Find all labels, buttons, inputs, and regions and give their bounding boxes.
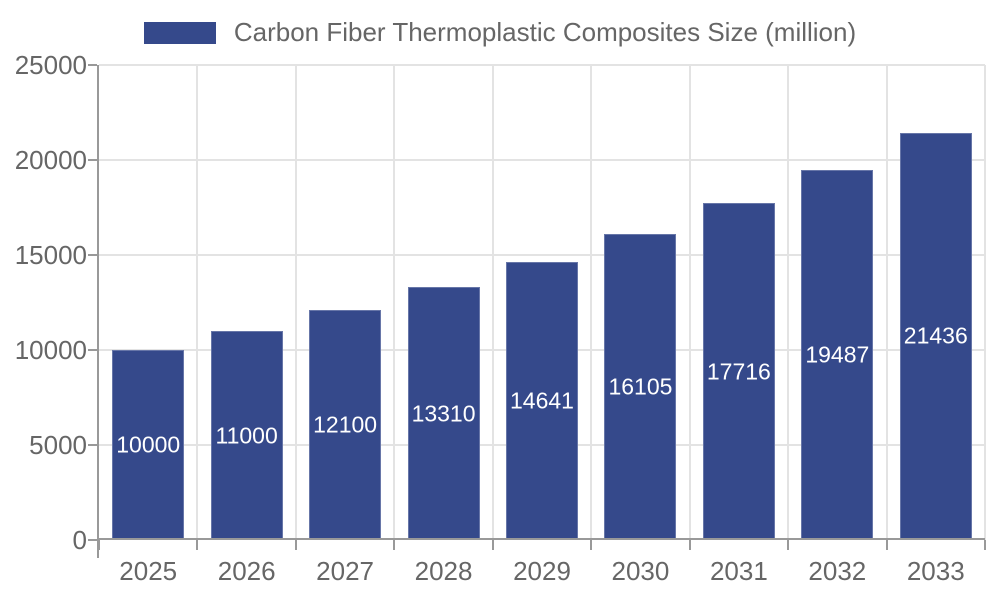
bar: 17716 [702, 203, 775, 540]
x-axis-tick-label: 2027 [316, 556, 375, 586]
x-axis-tick-label: 2025 [119, 556, 178, 586]
y-axis-tick-label: 10000 [14, 335, 87, 365]
y-axis-line [97, 65, 99, 558]
x-axis-tick-label: 2032 [808, 556, 867, 586]
x-axis-tick-label: 2031 [709, 556, 768, 586]
bar: 10000 [112, 350, 185, 540]
y-axis-tick [88, 539, 97, 541]
bar: 16105 [604, 234, 677, 540]
y-axis-tick [88, 444, 97, 446]
bar-value-label: 14641 [510, 387, 574, 414]
y-axis-tick-label: 20000 [14, 145, 87, 175]
y-axis-tick-label: 15000 [14, 240, 87, 270]
bar: 13310 [407, 287, 480, 540]
legend-label[interactable]: Carbon Fiber Thermoplastic Composites Si… [233, 17, 857, 47]
gridline-horizontal [99, 64, 985, 66]
y-axis-tick-label: 5000 [29, 430, 87, 460]
bar-value-label: 12100 [313, 411, 378, 438]
gridline-vertical [688, 65, 691, 540]
bar-value-label: 13310 [411, 400, 476, 427]
y-axis-tick [88, 254, 97, 256]
x-axis-tick [98, 540, 100, 550]
x-axis-tick-label: 2026 [217, 556, 276, 586]
bar-value-label: 21436 [903, 322, 968, 349]
x-axis-tick [196, 540, 199, 550]
x-axis-tick [590, 540, 593, 550]
plot-area: 10000 11000 12100 13310 14641 16105 17716 19487… [88, 64, 986, 558]
bar-value-label: 19487 [805, 341, 870, 368]
bar-value-label: 11000 [215, 422, 278, 448]
gridline-vertical [491, 65, 494, 540]
y-axis-tick [88, 349, 97, 351]
x-axis-line [97, 538, 985, 540]
x-axis-tick [984, 540, 986, 550]
bar: 19487 [801, 169, 874, 540]
legend-swatch-icon[interactable] [143, 21, 216, 44]
bar: 14641 [506, 261, 578, 540]
gridline-vertical [787, 65, 790, 540]
y-axis-tick [88, 159, 97, 161]
x-axis-tick [787, 540, 790, 550]
x-axis-tick [688, 540, 691, 550]
y-axis-tick-label: 0 [72, 525, 87, 555]
bar: 21436 [899, 132, 972, 540]
bar: 12100 [309, 310, 382, 540]
x-axis-tick [294, 540, 297, 550]
x-axis-tick-label: 2030 [611, 556, 670, 586]
bar-value-label: 17716 [706, 358, 771, 385]
x-axis-tick-label: 2029 [513, 556, 571, 586]
bar-value-label: 10000 [116, 431, 181, 458]
gridline-vertical [196, 65, 199, 540]
x-axis-tick-label: 2028 [414, 556, 473, 586]
gridline-horizontal [99, 254, 985, 256]
gridline-vertical [393, 65, 396, 540]
gridline-vertical [885, 65, 888, 540]
bar: 11000 [210, 331, 283, 540]
bar-value-label: 16105 [608, 373, 673, 400]
gridline-vertical [984, 65, 986, 540]
gridline-vertical [590, 65, 593, 540]
y-axis-tick-label: 25000 [14, 50, 87, 80]
legend: Carbon Fiber Thermoplastic Composites Si… [0, 17, 1000, 48]
y-axis-tick [88, 64, 97, 66]
x-axis-tick [393, 540, 396, 550]
gridline-vertical [294, 65, 297, 540]
x-axis-tick [885, 540, 888, 550]
x-axis-tick-label: 2033 [906, 556, 965, 586]
gridline-horizontal [99, 159, 985, 161]
x-axis-tick [491, 540, 494, 550]
